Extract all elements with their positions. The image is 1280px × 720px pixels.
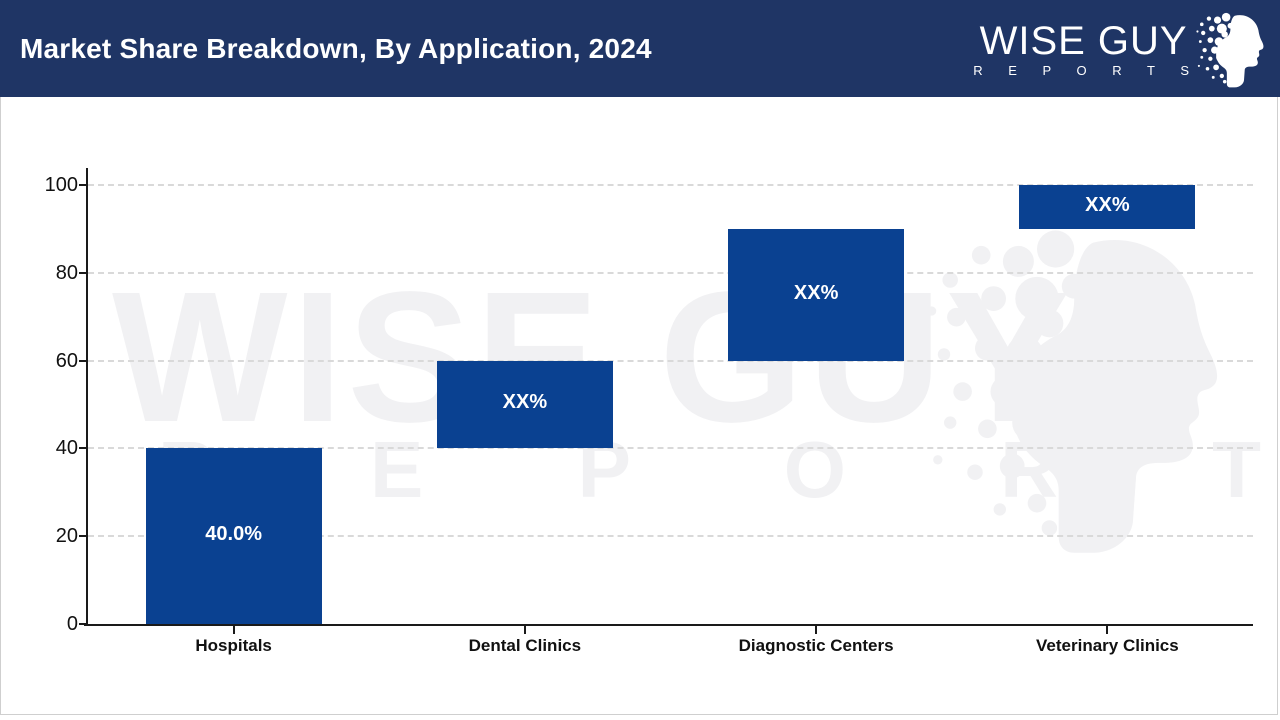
x-axis-tick bbox=[1106, 626, 1109, 634]
bar-dental-clinics: XX% bbox=[436, 360, 613, 449]
y-axis-tick bbox=[79, 623, 88, 625]
bar-veterinary-clinics: XX% bbox=[1019, 185, 1196, 229]
y-axis-tick bbox=[79, 271, 88, 274]
bar-value-label: 40.0% bbox=[205, 523, 262, 546]
y-axis-tick bbox=[79, 184, 88, 186]
watermark-face-icon bbox=[868, 218, 1268, 590]
bar-value-label: XX% bbox=[793, 281, 839, 304]
gridline-60 bbox=[88, 359, 1253, 362]
logo-face-icon bbox=[1186, 10, 1272, 96]
logo-text: WISE GUY R E P O R T S bbox=[967, 20, 1200, 78]
y-tick-label: 80 bbox=[55, 261, 78, 284]
wise-guy-reports-logo: WISE GUY R E P O R T S bbox=[973, 4, 1272, 96]
gridline-40 bbox=[88, 447, 1253, 450]
y-tick-label: 40 bbox=[55, 437, 78, 460]
x-axis-tick bbox=[815, 626, 818, 634]
y-axis-tick bbox=[79, 535, 88, 538]
y-axis-tick bbox=[79, 359, 88, 362]
y-axis-line bbox=[86, 168, 88, 626]
category-label: Diagnostic Centers bbox=[738, 636, 894, 655]
y-tick-label: 100 bbox=[44, 174, 78, 196]
bar-diagnostic-centers: XX% bbox=[728, 228, 905, 361]
header-bar: Market Share Breakdown, By Application, … bbox=[0, 0, 1280, 97]
x-axis-line bbox=[84, 624, 1253, 626]
gridline-20 bbox=[88, 535, 1253, 538]
y-axis-tick bbox=[79, 447, 88, 450]
y-tick-label: 60 bbox=[55, 349, 78, 372]
category-label: Veterinary Clinics bbox=[1036, 636, 1179, 655]
x-axis-tick bbox=[232, 626, 235, 634]
gridline-80 bbox=[88, 271, 1253, 274]
bar-value-label: XX% bbox=[1085, 193, 1130, 216]
gridline-100 bbox=[88, 184, 1253, 186]
category-label: Hospitals bbox=[195, 636, 272, 655]
y-tick-label: 0 bbox=[66, 613, 78, 635]
x-axis-tick bbox=[523, 626, 526, 634]
page-title: Market Share Breakdown, By Application, … bbox=[20, 32, 652, 64]
category-label: Dental Clinics bbox=[468, 636, 582, 655]
logo-wordmark: WISE GUY bbox=[979, 19, 1188, 63]
bar-value-label: XX% bbox=[502, 391, 548, 414]
logo-subtitle: R E P O R T S bbox=[973, 63, 1200, 78]
bar-hospitals: 40.0% bbox=[145, 448, 322, 624]
y-tick-label: 20 bbox=[55, 525, 78, 548]
